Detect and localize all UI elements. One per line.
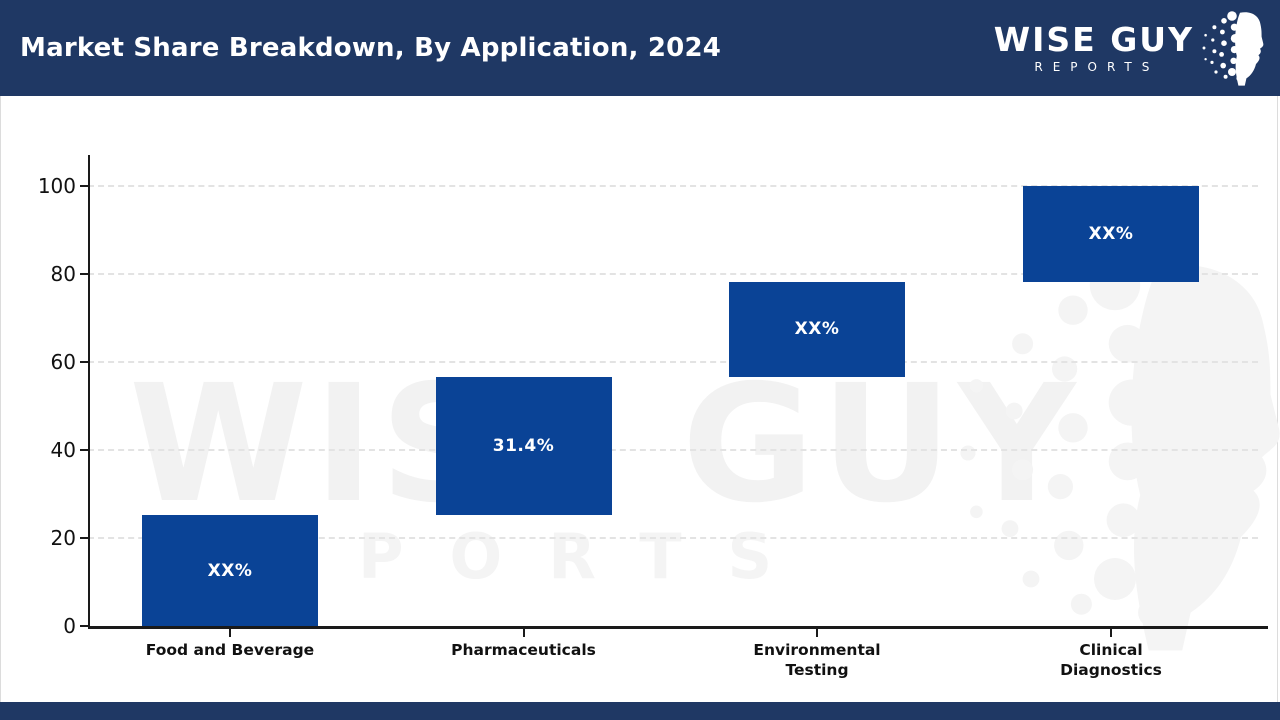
y-tick-0 (80, 625, 88, 627)
y-tick-label-60: 60 (50, 350, 76, 374)
y-tick-label-80: 80 (50, 262, 76, 286)
bar-food-and-beverage: XX% (142, 515, 318, 626)
header-bar: Market Share Breakdown, By Application, … (0, 0, 1280, 96)
category-label: Environmental Testing (753, 641, 881, 680)
logo-subtitle: REPORTS (1034, 59, 1160, 74)
y-tick-40 (80, 449, 88, 451)
x-axis-spine (88, 626, 1268, 629)
bar-pharmaceuticals: 31.4% (435, 376, 612, 516)
bar-value-label: XX% (1088, 223, 1134, 244)
gridline-y80 (88, 273, 1258, 275)
bar-value-label: 31.4% (492, 436, 555, 457)
wise-guy-reports-logo: WISE GUY REPORTS (994, 8, 1266, 88)
x-tick-3 (1110, 629, 1112, 637)
y-tick-label-40: 40 (50, 438, 76, 462)
gridline-y40 (88, 449, 1258, 451)
bar-value-label: XX% (794, 319, 840, 340)
footer-bar (0, 702, 1280, 720)
x-tick-2 (816, 629, 818, 637)
y-axis-spine (88, 155, 90, 626)
logo-text: WISE GUY REPORTS (994, 23, 1194, 74)
y-tick-100 (80, 185, 88, 187)
y-tick-label-100: 100 (37, 174, 76, 198)
x-tick-1 (522, 629, 525, 637)
gridline-y20 (88, 537, 1258, 539)
logo-wordmark: WISE GUY (993, 19, 1194, 59)
category-label: Pharmaceuticals (451, 641, 596, 659)
y-tick-60 (80, 361, 88, 363)
logo-face-dots-icon (1202, 11, 1264, 86)
bar-clinical-diagnostics: XX% (1023, 186, 1199, 282)
y-tick-80 (80, 273, 88, 275)
bar-value-label: XX% (207, 560, 253, 581)
bar-environmental-testing: XX% (729, 281, 905, 377)
category-label: Food and Beverage (145, 641, 315, 659)
y-tick-20 (80, 537, 88, 539)
page-title: Market Share Breakdown, By Application, … (20, 33, 722, 63)
gridline-y60 (88, 361, 1258, 363)
gridline-y100 (88, 185, 1258, 187)
category-label: Clinical Diagnostics (1060, 641, 1162, 680)
y-tick-label-20: 20 (50, 526, 76, 550)
y-tick-label-0: 0 (63, 614, 76, 638)
x-tick-0 (229, 629, 231, 637)
